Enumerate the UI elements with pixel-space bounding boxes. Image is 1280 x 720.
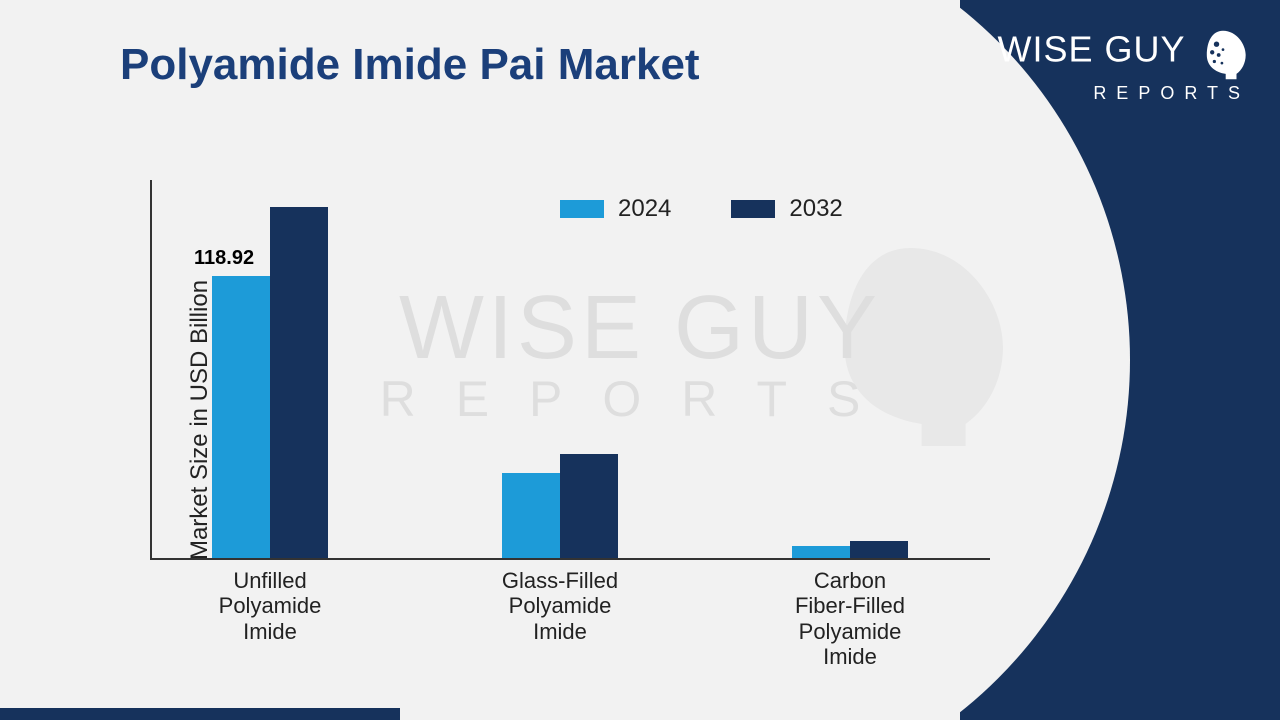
logo-head-icon <box>1196 28 1250 87</box>
bar <box>560 454 618 559</box>
right-decorative-panel <box>960 0 1280 720</box>
chart-area: Market Size in USD Billion 118.92Unfille… <box>90 180 990 660</box>
category-label: UnfilledPolyamideImide <box>170 568 370 644</box>
bar <box>502 473 560 559</box>
footer-accent-bar <box>0 708 400 720</box>
logo-line2: REPORTS <box>998 83 1250 104</box>
page-root: WISE GUY REPORTS Polyamide Imide Pai Mar… <box>0 0 1280 720</box>
logo-line1: WISE GUY <box>998 29 1186 70</box>
bar <box>270 207 328 559</box>
bar-value-label: 118.92 <box>194 247 254 270</box>
category-label: Glass-FilledPolyamideImide <box>460 568 660 644</box>
bar <box>212 276 270 558</box>
category-label: CarbonFiber-FilledPolyamideImide <box>750 568 950 669</box>
bar <box>850 541 908 558</box>
plot-area: 118.92UnfilledPolyamideImideGlass-Filled… <box>150 180 990 560</box>
brand-logo: WISE GUY REPORTS <box>998 28 1250 104</box>
bar <box>792 546 850 558</box>
chart-title: Polyamide Imide Pai Market <box>120 40 700 90</box>
